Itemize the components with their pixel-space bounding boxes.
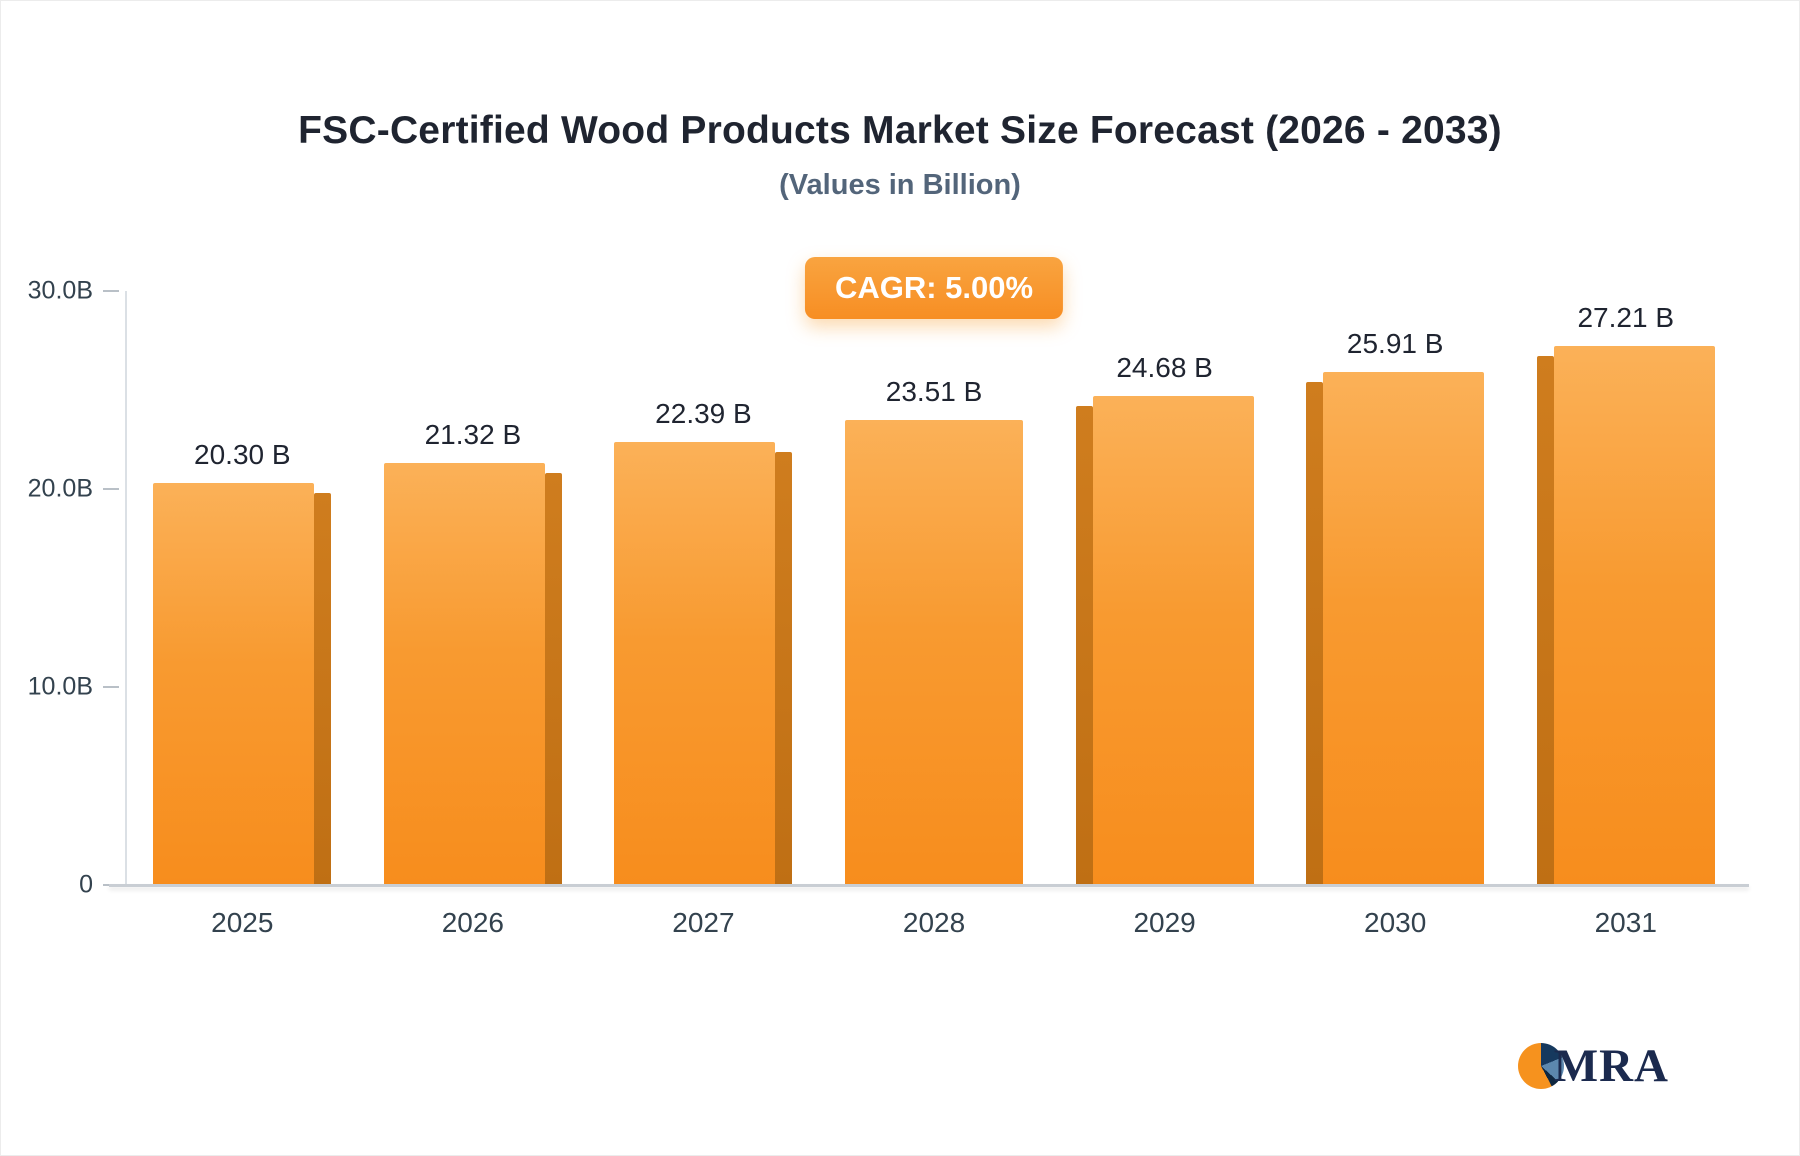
bar: 20.30 B	[153, 439, 332, 885]
x-axis-label: 2028	[902, 907, 966, 938]
bar-value-label: 27.21 B	[1577, 302, 1675, 333]
bar-face	[1553, 346, 1715, 885]
bar: 24.68 B	[1075, 352, 1254, 885]
bar-side-face	[1075, 406, 1093, 885]
y-tick-label: 30.0B	[27, 276, 93, 305]
logo-text: MRA	[1553, 1040, 1669, 1092]
bar-side-face	[544, 473, 562, 885]
bar: 23.51 B	[845, 376, 1024, 885]
bar-side-face	[775, 452, 793, 885]
bar: 27.21 B	[1536, 302, 1715, 885]
x-axis-label: 2029	[1133, 907, 1196, 938]
cagr-badge: CAGR: 5.00%	[804, 257, 1064, 319]
bar-value-label: 24.68 B	[1116, 352, 1213, 383]
bar-group: 23.51 B 2028	[819, 291, 1050, 938]
bar-group: 25.91 B 2030	[1280, 291, 1511, 938]
bar-face	[153, 483, 315, 885]
bar-face	[383, 463, 545, 885]
bar-value-label: 25.91 B	[1346, 328, 1444, 359]
bars-container: 20.30 B 2025 21.32 B 2026 22.39 B 2027 23.51 B…	[127, 291, 1741, 938]
bar-group: 20.30 B 2025	[127, 291, 358, 938]
chart-subtitle: (Values in Billion)	[779, 169, 1021, 201]
x-axis-label: 2030	[1364, 907, 1427, 938]
bar: 21.32 B	[383, 419, 562, 885]
x-axis-label: 2031	[1594, 907, 1657, 938]
y-tick-mark	[103, 290, 119, 292]
y-tick-mark	[103, 488, 119, 490]
bar-group: 22.39 B 2027	[588, 291, 819, 938]
plot-area: 0 10.0B 20.0B 30.0B 20.30 B 2025 21.32 B 2026 2…	[28, 277, 1749, 938]
y-tick-mark	[103, 686, 119, 688]
x-axis-label: 2025	[211, 907, 274, 938]
bar-face	[1323, 372, 1485, 885]
bar-side-face	[1306, 382, 1324, 885]
bar: 25.91 B	[1306, 328, 1485, 885]
bar-value-label: 22.39 B	[655, 398, 752, 429]
x-axis-line	[109, 884, 1749, 887]
bar: 22.39 B	[614, 398, 793, 885]
x-axis-label: 2026	[441, 907, 505, 938]
bar-value-label: 23.51 B	[885, 376, 983, 407]
bar-value-label: 21.32 B	[424, 419, 522, 450]
y-tick-label: 10.0B	[27, 672, 93, 701]
bar-group: 27.21 B 2031	[1510, 291, 1741, 938]
bar-face	[614, 442, 776, 885]
y-axis-line	[125, 291, 127, 885]
bar-group: 24.68 B 2029	[1049, 291, 1280, 938]
bar-group: 21.32 B 2026	[358, 291, 589, 938]
bar-value-label: 20.30 B	[194, 439, 291, 470]
y-tick-label: 0	[79, 870, 93, 899]
logo: MRA	[1517, 1039, 1669, 1093]
x-axis-label: 2027	[672, 907, 735, 938]
chart-title: FSC-Certified Wood Products Market Size …	[298, 109, 1502, 152]
bar-side-face	[1536, 356, 1554, 885]
logo-pie-icon	[1517, 1043, 1564, 1089]
y-tick-label: 20.0B	[27, 474, 93, 503]
bar-face	[845, 420, 1024, 885]
bar-face	[1092, 396, 1254, 885]
bar-side-face	[314, 493, 332, 885]
